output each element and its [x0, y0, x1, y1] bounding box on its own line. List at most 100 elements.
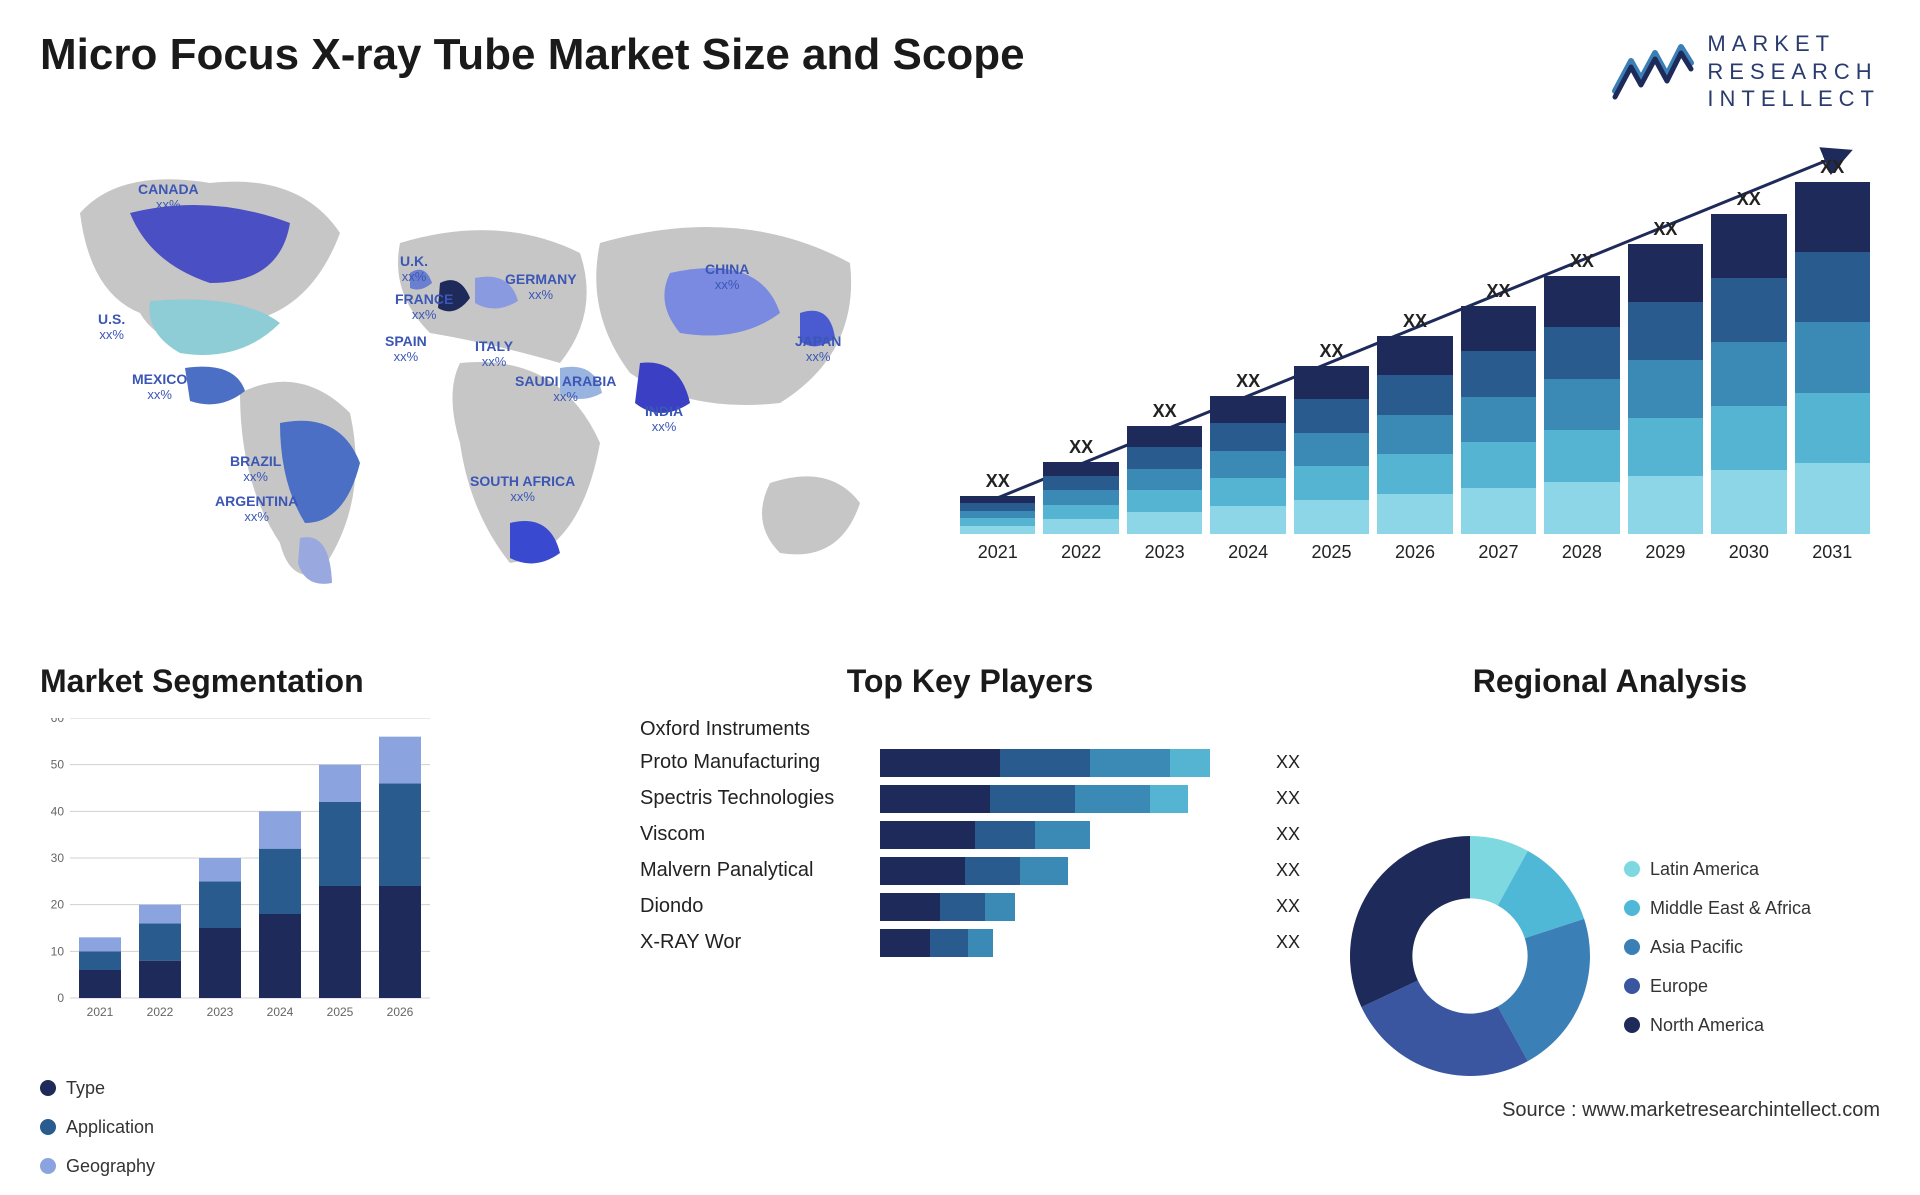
- player-name: Spectris Technologies: [640, 787, 880, 810]
- svg-text:0: 0: [57, 991, 64, 1005]
- bar-value: XX: [1486, 281, 1510, 302]
- player-value: XX: [1276, 896, 1300, 917]
- svg-text:2021: 2021: [87, 1005, 114, 1019]
- bar-year: 2028: [1562, 542, 1602, 563]
- map-label: BRAZILxx%: [230, 453, 281, 485]
- bar-year: 2022: [1061, 542, 1101, 563]
- bar-value: XX: [1236, 371, 1260, 392]
- map-label: U.K.xx%: [400, 253, 428, 285]
- player-name: X-RAY Wor: [640, 931, 880, 954]
- map-label: CANADAxx%: [138, 181, 199, 213]
- bar-value: XX: [1320, 341, 1344, 362]
- bar-value: XX: [1069, 437, 1093, 458]
- svg-text:20: 20: [51, 897, 65, 911]
- map-label: SPAINxx%: [385, 333, 427, 365]
- seg-svg: 0 10 20 30 40 50 60 2021 2022 2023 2024 2025 2026: [40, 718, 430, 1026]
- svg-text:30: 30: [51, 851, 65, 865]
- map-label: GERMANYxx%: [505, 271, 577, 303]
- logo-line1: MARKET: [1707, 30, 1880, 58]
- svg-text:10: 10: [51, 944, 65, 958]
- bar-col: XX 2030: [1711, 189, 1786, 563]
- players-panel: Top Key Players Oxford Instruments Proto …: [640, 663, 1300, 1195]
- legend-item: Asia Pacific: [1624, 937, 1880, 958]
- bar-year: 2023: [1145, 542, 1185, 563]
- segmentation-legend: TypeApplicationGeography: [40, 1038, 210, 1195]
- player-value: XX: [1276, 824, 1300, 845]
- bar-col: XX2026: [1377, 311, 1452, 563]
- main-stacked-chart: XX2021XX2022XX2023XX2024XX2025XX2026XX20…: [950, 143, 1880, 613]
- bar-year: 2024: [1228, 542, 1268, 563]
- logo-line3: INTELLECT: [1707, 85, 1880, 113]
- player-name: Malvern Panalytical: [640, 859, 880, 882]
- player-value: XX: [1276, 932, 1300, 953]
- bar-col: XX 2025: [1294, 341, 1369, 563]
- svg-text:2022: 2022: [147, 1005, 174, 1019]
- player-row: Viscom XX: [640, 821, 1300, 849]
- legend-item: Geography: [40, 1156, 210, 1177]
- svg-text:2025: 2025: [327, 1005, 354, 1019]
- player-value: XX: [1276, 860, 1300, 881]
- brand-logo: MARKET RESEARCH INTELLECT: [1611, 30, 1880, 113]
- source-text: Source : www.marketresearchintellect.com: [1502, 1099, 1880, 1122]
- svg-text:50: 50: [51, 757, 65, 771]
- player-row: Spectris Technologies XX: [640, 785, 1300, 813]
- player-name: Proto Manufacturing: [640, 751, 880, 774]
- svg-text:40: 40: [51, 804, 65, 818]
- bar-col: XX 2023: [1127, 401, 1202, 563]
- bar-year: 2021: [978, 542, 1018, 563]
- player-row: Diondo XX: [640, 893, 1300, 921]
- bar-year: 2025: [1312, 542, 1352, 563]
- svg-text:2024: 2024: [267, 1005, 294, 1019]
- player-row: Proto Manufacturing XX: [640, 749, 1300, 777]
- map-label: SOUTH AFRICAxx%: [470, 473, 575, 505]
- bar-col: XX 2029: [1628, 219, 1703, 563]
- player-name: Oxford Instruments: [640, 718, 880, 741]
- bar-value: XX: [1820, 157, 1844, 178]
- player-value: XX: [1276, 788, 1300, 809]
- player-row: X-RAY Wor XX: [640, 929, 1300, 957]
- bar-year: 2027: [1478, 542, 1518, 563]
- world-map: CANADAxx% U.S.xx% MEXICOxx% BRAZILxx% ARGENT…: [40, 143, 910, 613]
- players-title: Top Key Players: [640, 663, 1300, 700]
- legend-item: Application: [40, 1117, 210, 1138]
- map-label: INDIAxx%: [645, 403, 683, 435]
- segmentation-panel: Market Segmentation 0 10 20 30 40 50 60 2021 202…: [40, 663, 600, 1195]
- bar-value: XX: [1653, 219, 1677, 240]
- legend-item: Middle East & Africa: [1624, 898, 1880, 919]
- bar-value: XX: [1403, 311, 1427, 332]
- logo-icon: [1611, 41, 1695, 101]
- regional-donut: [1340, 826, 1600, 1086]
- player-row: Oxford Instruments: [640, 718, 1300, 741]
- svg-text:60: 60: [51, 718, 65, 725]
- player-value: XX: [1276, 752, 1300, 773]
- bar-col: XX 2027: [1461, 281, 1536, 563]
- legend-item: North America: [1624, 1015, 1880, 1036]
- map-label: MEXICOxx%: [132, 371, 187, 403]
- map-label: ARGENTINAxx%: [215, 493, 298, 525]
- svg-text:2026: 2026: [387, 1005, 414, 1019]
- bar-value: XX: [986, 471, 1010, 492]
- regional-title: Regional Analysis: [1340, 663, 1880, 700]
- map-label: U.S.xx%: [98, 311, 125, 343]
- bar-value: XX: [1737, 189, 1761, 210]
- map-label: ITALYxx%: [475, 338, 513, 370]
- map-label: FRANCExx%: [395, 291, 453, 323]
- svg-text:2023: 2023: [207, 1005, 234, 1019]
- bar-col: XX 2024: [1210, 371, 1285, 563]
- player-name: Viscom: [640, 823, 880, 846]
- bar-year: 2031: [1812, 542, 1852, 563]
- bar-value: XX: [1570, 251, 1594, 272]
- player-name: Diondo: [640, 895, 880, 918]
- regional-legend: Latin America Middle East & Africa Asia Pa…: [1624, 859, 1880, 1054]
- bar-col: XX 2031: [1795, 157, 1870, 563]
- bar-year: 2029: [1645, 542, 1685, 563]
- map-label: CHINAxx%: [705, 261, 749, 293]
- segmentation-title: Market Segmentation: [40, 663, 600, 700]
- bar-value: XX: [1153, 401, 1177, 422]
- legend-item: Latin America: [1624, 859, 1880, 880]
- map-label: SAUDI ARABIAxx%: [515, 373, 616, 405]
- bar-year: 2030: [1729, 542, 1769, 563]
- legend-item: Europe: [1624, 976, 1880, 997]
- bar-col: XX 2022: [1043, 437, 1118, 563]
- logo-line2: RESEARCH: [1707, 58, 1880, 86]
